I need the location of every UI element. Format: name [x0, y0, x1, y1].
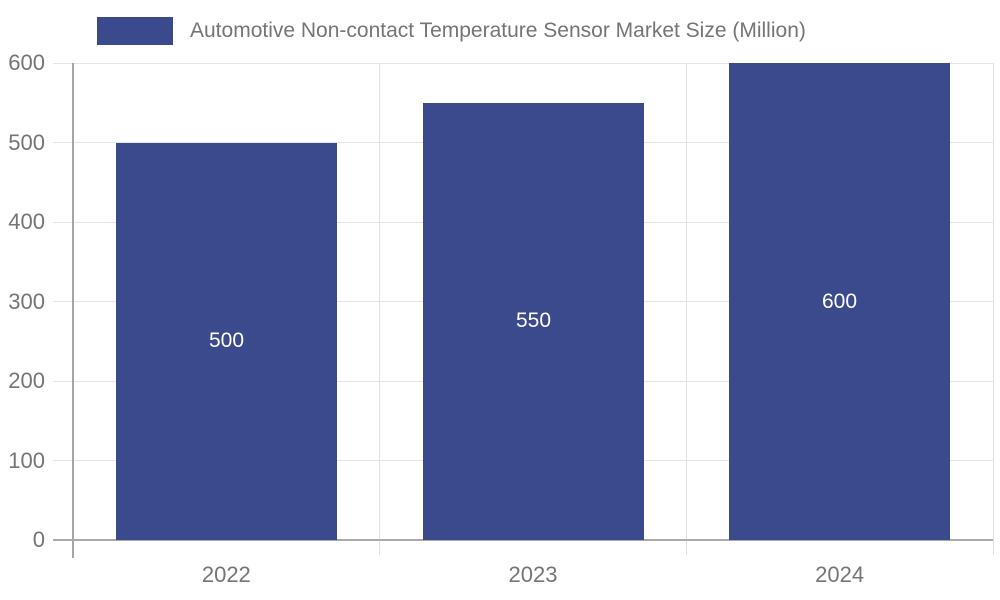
- x-axis-line: [53, 539, 993, 541]
- y-axis-line: [72, 63, 74, 558]
- bar-2023[interactable]: 550: [423, 102, 644, 540]
- y-axis-tick-label: 100: [8, 447, 45, 473]
- legend[interactable]: Automotive Non-contact Temperature Senso…: [97, 17, 806, 45]
- y-axis-tick-label: 400: [8, 209, 45, 234]
- gridline-v: [685, 63, 687, 555]
- bar-value-label: 500: [208, 329, 245, 353]
- y-axis-tick-label: 300: [8, 288, 45, 314]
- x-axis-tick-label: 2024: [815, 562, 865, 587]
- legend-swatch-icon: [97, 17, 173, 45]
- plot-area: 500 550 600 0 100 200 300 400 500 600 2022 2023 202…: [8, 50, 994, 587]
- y-axis-tick-label: 600: [8, 50, 45, 75]
- legend-label: Automotive Non-contact Temperature Senso…: [190, 19, 806, 42]
- y-axis-tick-label: 500: [8, 129, 45, 155]
- bar-2024[interactable]: 600: [729, 63, 950, 540]
- x-axis-tick-label: 2022: [201, 562, 251, 587]
- bar-2022[interactable]: 500: [116, 142, 337, 540]
- bar-value-label: 550: [515, 309, 552, 333]
- gridline-v: [379, 63, 381, 555]
- x-axis-tick-label: 2023: [508, 562, 558, 587]
- y-axis-tick-label: 200: [8, 368, 45, 393]
- bar-value-label: 600: [821, 289, 858, 313]
- y-axis-tick-label: 0: [32, 527, 45, 552]
- gridline-h: [53, 62, 993, 64]
- gridline-v: [992, 63, 994, 555]
